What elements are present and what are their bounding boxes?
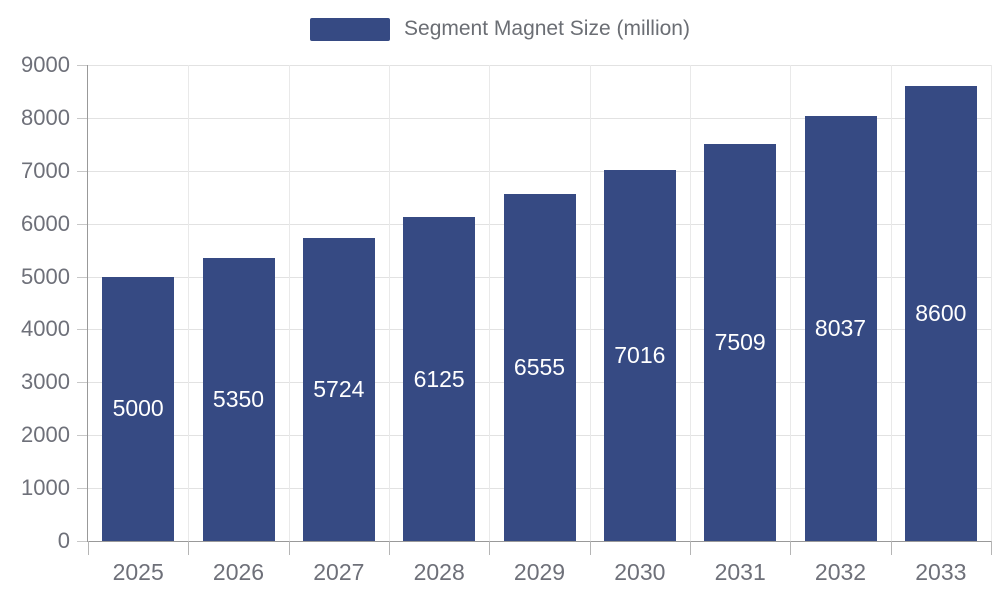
gridline-horizontal	[88, 117, 991, 119]
gridline-vertical	[790, 65, 792, 541]
gridline-vertical	[389, 65, 390, 541]
y-axis-label: 7000	[21, 157, 70, 183]
y-axis-tick	[77, 170, 87, 172]
y-axis-tick	[77, 435, 87, 437]
y-axis-label: 5000	[21, 263, 70, 289]
legend-item[interactable]: Segment Magnet Size (million)	[0, 17, 1000, 41]
y-axis-tick	[77, 329, 87, 331]
x-axis-tick	[991, 541, 992, 555]
y-axis-label: 6000	[21, 210, 70, 236]
bar[interactable]: 7509	[704, 143, 777, 541]
bar[interactable]: 8600	[904, 86, 977, 541]
bar-value-label: 5724	[313, 376, 365, 403]
x-axis-tick	[489, 541, 491, 555]
bar-value-label: 7509	[714, 328, 766, 355]
x-axis-label: 2029	[513, 559, 566, 585]
x-axis-label: 2025	[112, 559, 164, 585]
x-axis-label: 2027	[313, 559, 365, 585]
x-axis-tick	[188, 541, 190, 555]
x-axis-label: 2033	[915, 559, 967, 585]
x-axis-tick	[890, 541, 892, 555]
y-axis-label: 8000	[21, 104, 70, 130]
bar-value-label: 8600	[915, 300, 967, 327]
x-axis-tick	[288, 541, 290, 555]
gridline-vertical	[288, 65, 290, 541]
x-axis-tick	[690, 541, 691, 555]
bar-value-label: 6125	[413, 365, 465, 392]
gridline-vertical	[489, 65, 491, 541]
y-axis-label: 0	[57, 528, 70, 553]
gridline-vertical	[890, 65, 892, 541]
gridline-vertical	[188, 65, 190, 541]
x-axis-label: 2026	[212, 559, 265, 585]
bar[interactable]: 5724	[302, 238, 375, 541]
bar-value-label: 8037	[814, 314, 867, 341]
y-axis-tick	[77, 223, 87, 225]
x-axis-label: 2028	[413, 559, 465, 585]
y-axis-tick	[77, 276, 87, 278]
x-axis-label: 2032	[814, 559, 867, 585]
bar-value-label: 6555	[513, 354, 566, 381]
y-axis-tick	[77, 117, 87, 119]
y-axis-tick	[77, 541, 87, 542]
x-axis-label: 2030	[614, 559, 666, 585]
x-axis-tick	[88, 541, 89, 555]
bar-value-label: 5000	[112, 395, 164, 422]
y-axis-label: 9000	[21, 52, 70, 77]
y-axis-tick	[77, 65, 87, 66]
bar[interactable]: 6125	[403, 217, 476, 541]
bar[interactable]: 6555	[503, 194, 576, 541]
x-axis-label: 2031	[714, 559, 766, 585]
gridline-vertical	[991, 65, 992, 541]
bar-value-label: 7016	[614, 341, 666, 368]
legend-label: Segment Magnet Size (million)	[404, 17, 690, 40]
bar[interactable]: 7016	[603, 169, 676, 541]
y-axis-label: 2000	[21, 422, 70, 448]
bar[interactable]: 8037	[804, 115, 877, 541]
gridline-vertical	[690, 65, 691, 541]
y-axis-tick	[77, 382, 87, 384]
bar[interactable]: 5000	[102, 276, 175, 541]
bar[interactable]: 5350	[202, 258, 275, 541]
y-axis-tick	[77, 488, 87, 490]
legend-swatch	[310, 17, 391, 41]
gridline-horizontal	[88, 65, 991, 66]
gridline-vertical	[589, 65, 591, 541]
gridline-horizontal	[88, 170, 991, 172]
y-axis-label: 3000	[21, 369, 70, 395]
x-axis-tick	[389, 541, 390, 555]
y-axis-label: 1000	[21, 475, 70, 501]
x-axis-tick	[589, 541, 591, 555]
x-axis-tick	[790, 541, 792, 555]
plot-area: 0 1000 2000 3000 4000 5000 6000 7000 8000 9000 500…	[21, 54, 992, 584]
y-axis-label: 4000	[21, 316, 70, 342]
bar-value-label: 5350	[212, 386, 265, 413]
